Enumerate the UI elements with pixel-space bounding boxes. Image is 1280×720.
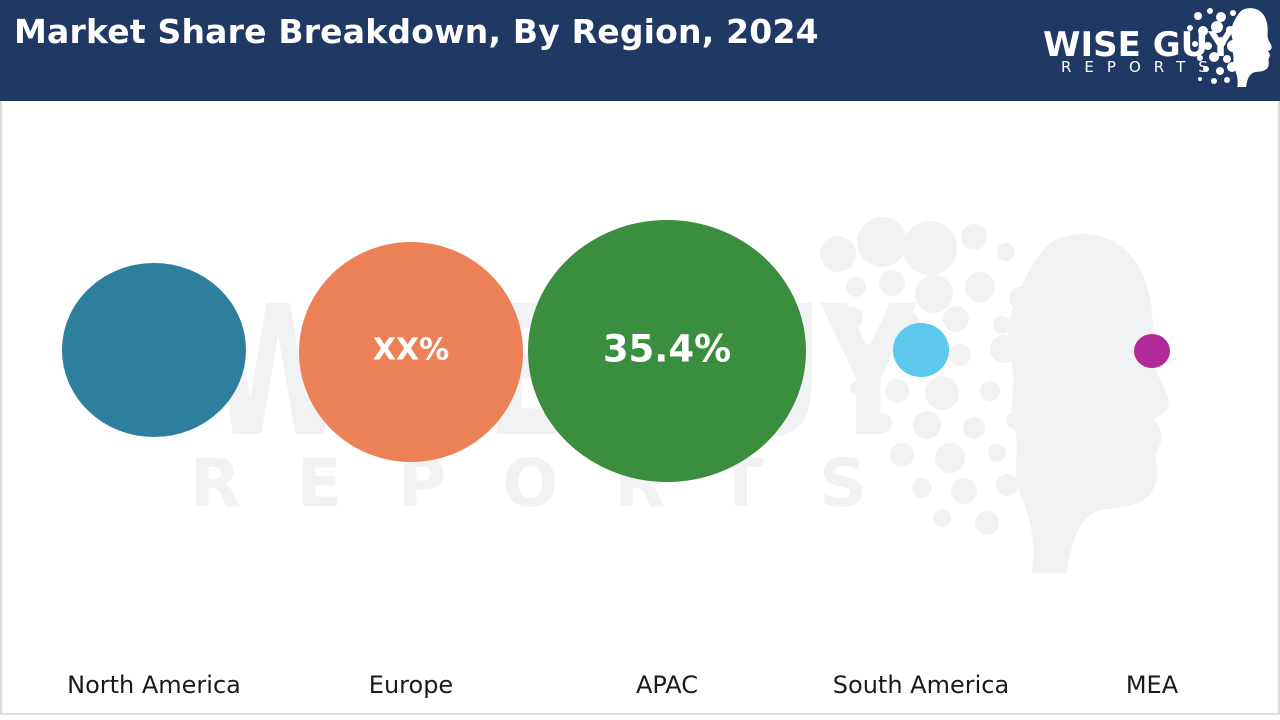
logo-dot-icon [1211,78,1217,84]
plate-border-right [1278,101,1280,715]
logo-dot-icon [1216,12,1226,22]
category-label-mea: MEA [1126,671,1179,699]
category-label-apac: APAC [636,671,698,699]
watermark-dot-icon [872,413,892,433]
watermark-dot-icon [903,221,957,275]
logo-dot-icon [1207,8,1213,14]
category-label-layer: North America Europe APAC South America MEA [67,671,1179,699]
watermark-dot-icon [988,444,1006,462]
watermark-dot-icon [943,306,969,332]
logo-dot-icon [1198,26,1208,36]
logo-dot-icon [1192,41,1198,47]
watermark-dot-icon [935,443,965,473]
plate-border-bottom [0,713,1280,715]
wise-guy-reports-logo: WISE GUY REPORTS [1043,8,1272,87]
plate-border-left [0,101,2,715]
watermark-dot-icon [949,344,971,366]
logo-dot-icon [1194,12,1202,20]
logo-dot-icon [1187,25,1193,31]
bubble-value-europe: XX% [373,333,449,368]
watermark-dot-icon [925,376,959,410]
watermark-dot-icon [857,217,907,267]
watermark-face-profile-icon [1008,233,1169,574]
watermark-dot-icon [885,379,909,403]
watermark-dot-icon [933,509,951,527]
bubble-apac [528,220,806,482]
logo-dot-icon [1224,77,1230,83]
watermark-dot-icon [961,224,987,250]
watermark-dot-icon [850,380,866,396]
logo-dot-icon [1211,21,1223,33]
logo-dot-icon [1216,37,1226,47]
watermark-dot-icon [912,478,932,498]
watermark-dot-icon [951,478,977,504]
category-label-europe: Europe [369,671,453,699]
header-bar: Market Share Breakdown, By Region, 2024 … [0,0,1280,101]
watermark-dot-icon [913,411,941,439]
watermark-reports: REPORTS [190,445,923,522]
watermark-dot-icon [890,443,914,467]
watermark-dot-icon [846,277,866,297]
bubble-europe [299,242,523,462]
logo-face-profile-icon [1231,8,1272,87]
bubble-value-apac: 35.4% [603,328,731,371]
page-title: Market Share Breakdown, By Region, 2024 [14,12,819,51]
watermark-dot-icon [975,511,999,535]
logo-reports-text: REPORTS [1061,58,1221,76]
logo-dot-icon [1230,10,1236,16]
watermark-dot-icon [859,344,877,362]
bubble-layer: XX% 35.4% [62,220,1170,482]
logo-dot-icon [1204,42,1212,50]
logo-dot-icon [1209,52,1219,62]
category-label-south-america: South America [833,671,1009,699]
logo-dot-icon [1223,55,1231,63]
logo-dot-icon [1203,66,1209,72]
bubble-north-america [62,263,246,437]
watermark-dot-icon [997,243,1015,261]
logo-dot-icon [1197,55,1203,61]
bubble-south-america [893,323,949,377]
watermark-dot-icon [965,272,995,302]
watermark-dot-icon [963,417,985,439]
watermark-dot-icon [841,307,863,329]
bubble-chart: WISE GUY REPORTS XX%35.4% North AmericaE… [62,217,1179,699]
watermark-dot-icon [980,381,1000,401]
watermark-dot-icon [820,236,856,272]
bubble-mea [1134,334,1170,368]
watermark-dot-icon [915,275,953,313]
watermark-dot-icon [993,316,1011,334]
logo-dot-icon [1216,67,1224,75]
watermark-dot-icon [996,474,1018,496]
watermark-dot-icon [879,270,905,296]
category-label-north-america: North America [67,671,241,699]
logo-dot-icon [1198,77,1202,81]
